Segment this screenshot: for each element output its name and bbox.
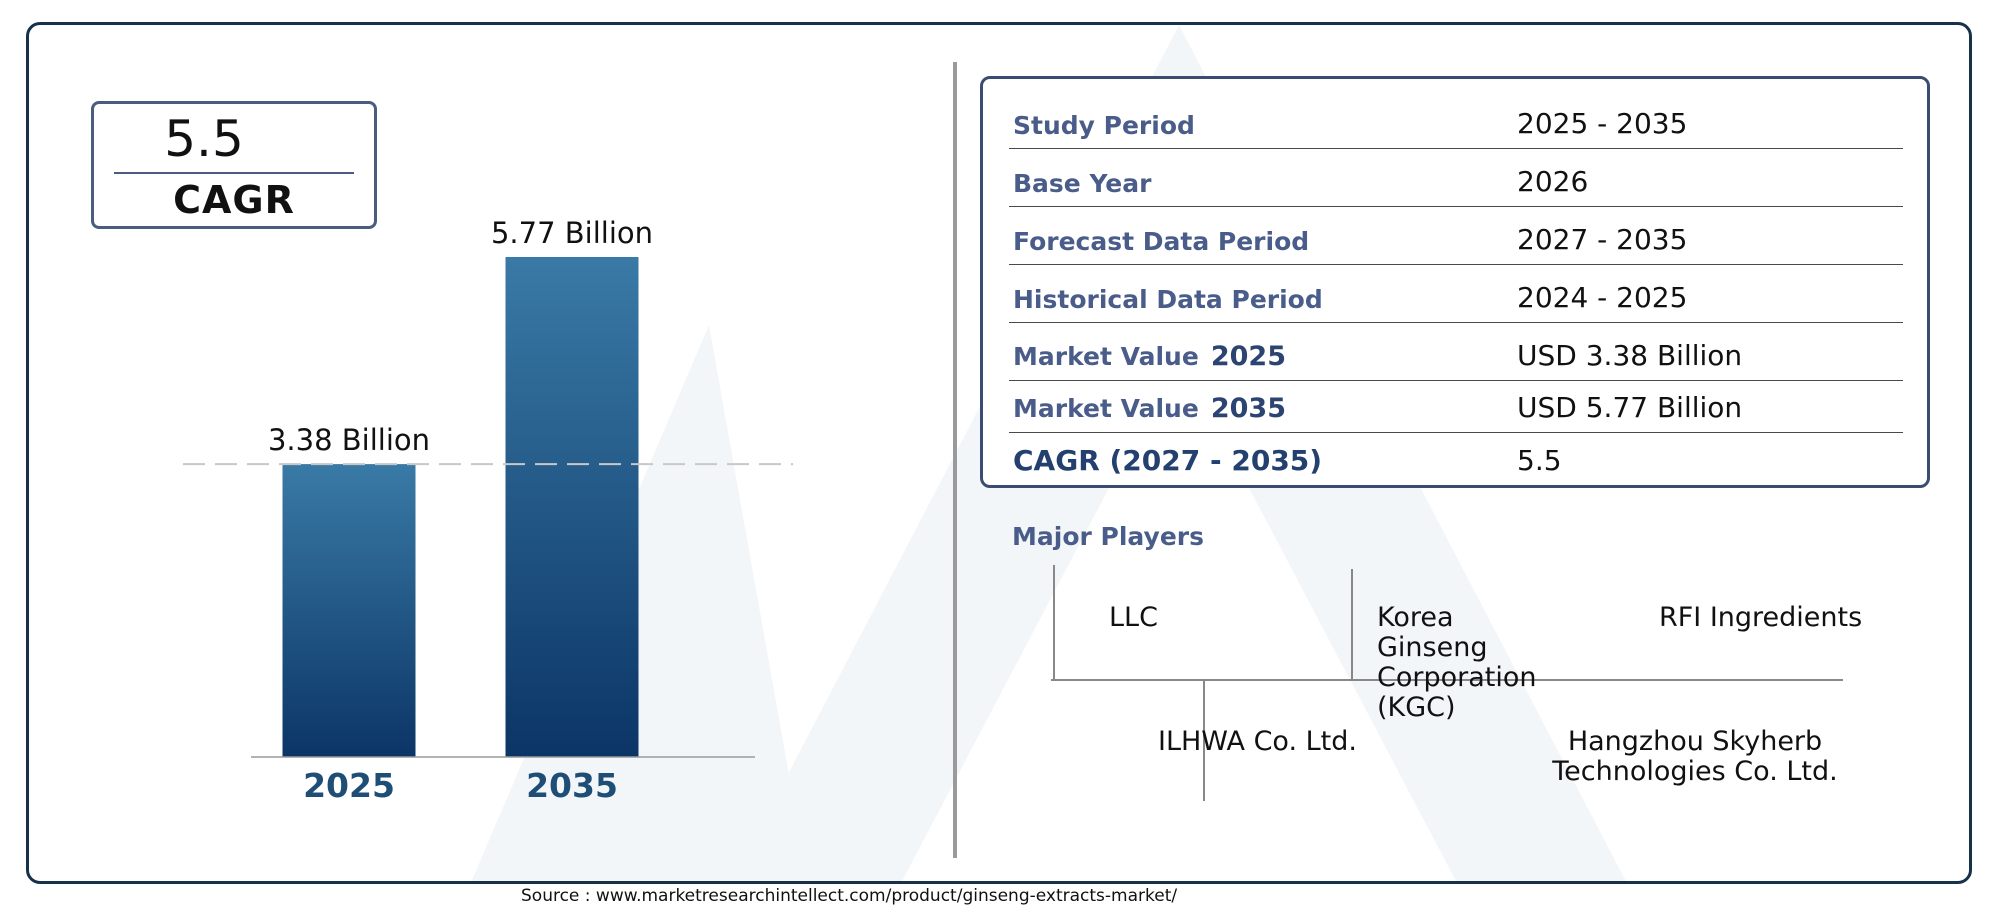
- section-divider: [953, 62, 957, 858]
- info-row-label: Study Period: [1013, 111, 1195, 140]
- info-row-market-value-2025: Market Value 2025 USD 3.38 Billion: [1009, 323, 1903, 381]
- player-ilhwa: ILHWA Co. Ltd.: [1158, 726, 1357, 757]
- info-row-label: Market Value 2035: [1013, 393, 1286, 424]
- player-llc: LLC: [1109, 602, 1158, 633]
- info-row-year: 2035: [1210, 393, 1286, 424]
- cagr-summary-label: CAGR: [173, 178, 295, 222]
- market-size-bar-chart: 3.38 Billion 2025 5.77 Billion 2035: [183, 216, 793, 805]
- player-hangzhou-skyherb: Hangzhou Skyherb Technologies Co. Ltd.: [1552, 726, 1838, 787]
- players-divider-line: [1203, 681, 1205, 801]
- cagr-summary-value: 5.5: [164, 110, 244, 168]
- cagr-summary-box: 5.5 CAGR: [91, 101, 377, 229]
- infographic-frame: 5.5 CAGR 3.38 Billion 2025 5.77 Billion 203…: [26, 22, 1972, 884]
- info-row-label: Market Value 2025: [1013, 341, 1286, 372]
- info-row-cagr: CAGR (2027 - 2035) 5.5: [1009, 433, 1903, 485]
- info-row-study-period: Study Period 2025 - 2035: [1009, 93, 1903, 149]
- info-row-market-value-2035: Market Value 2035 USD 5.77 Billion: [1009, 381, 1903, 433]
- info-row-value: USD 3.38 Billion: [1517, 339, 1743, 372]
- player-korea-ginseng-corporation: Korea Ginseng Corporation (KGC): [1377, 602, 1537, 723]
- info-row-value: 2025 - 2035: [1517, 107, 1688, 140]
- players-divider-line: [1351, 569, 1353, 679]
- players-divider-line: [1053, 565, 1055, 679]
- source-note: Source : www.marketresearchintellect.com…: [521, 886, 1178, 906]
- bar-data-label: 3.38 Billion: [268, 423, 430, 457]
- info-row-value: 5.5: [1517, 444, 1562, 477]
- bar-data-label: 5.77 Billion: [491, 216, 653, 250]
- info-row-value: USD 5.77 Billion: [1517, 391, 1743, 424]
- info-row-value: 2026: [1517, 165, 1589, 198]
- info-row-forecast-period: Forecast Data Period 2027 - 2035: [1009, 207, 1903, 265]
- info-row-label: Historical Data Period: [1013, 285, 1323, 314]
- info-row-label: Forecast Data Period: [1013, 227, 1310, 256]
- player-rfi-ingredients: RFI Ingredients: [1659, 602, 1863, 633]
- info-row-label: Base Year: [1013, 169, 1152, 198]
- major-players-title: Major Players: [1012, 522, 1204, 551]
- market-info-table: Study Period 2025 - 2035 Base Year 2026 …: [980, 76, 1930, 488]
- x-tick-label: 2025: [303, 766, 395, 805]
- info-row-base-year: Base Year 2026: [1009, 149, 1903, 207]
- bar-2035: [505, 257, 639, 757]
- x-tick-label: 2035: [526, 766, 618, 805]
- bar-2025: [282, 464, 416, 757]
- info-row-value: 2024 - 2025: [1517, 281, 1688, 314]
- info-row-label: CAGR (2027 - 2035): [1013, 444, 1323, 477]
- players-divider-line: [1051, 679, 1843, 681]
- cagr-summary-divider: [114, 172, 354, 174]
- info-row-year: 2025: [1210, 341, 1286, 372]
- info-row-value: 2027 - 2035: [1517, 223, 1688, 256]
- info-row-historical-period: Historical Data Period 2024 - 2025: [1009, 265, 1903, 323]
